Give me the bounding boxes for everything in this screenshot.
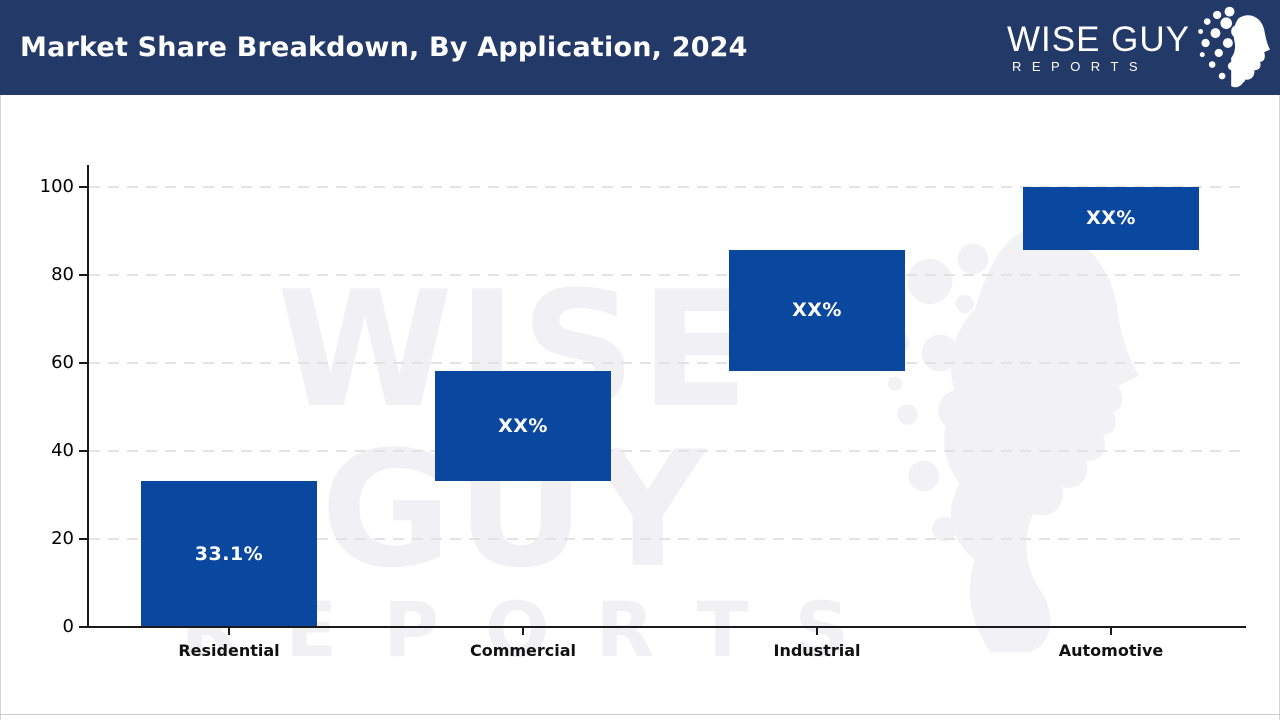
x-axis-label: Automotive: [1058, 641, 1164, 660]
bar-value-label: 33.1%: [194, 543, 264, 566]
bar-value-label: XX%: [792, 299, 842, 322]
x-axis-label: Residential: [178, 641, 280, 660]
y-tick-label: 100: [39, 176, 74, 197]
brand-logo-text: WISE GUY REPORTS: [1007, 22, 1190, 73]
y-tick-mark: [79, 538, 87, 540]
bar-value-label: XX%: [1086, 207, 1136, 230]
y-tick-mark: [79, 626, 87, 628]
x-axis-label: Commercial: [469, 641, 577, 660]
gridline: [89, 186, 1246, 188]
x-axis-label: Industrial: [773, 641, 861, 660]
y-tick-label: 20: [51, 528, 74, 549]
brand-logo: WISE GUY REPORTS: [1007, 0, 1270, 95]
y-tick-label: 80: [51, 264, 74, 285]
y-tick-mark: [79, 274, 87, 276]
y-tick-label: 40: [51, 440, 74, 461]
gridline: [89, 538, 1246, 540]
wiseguy-head-icon: [1198, 6, 1270, 87]
x-axis-line: [87, 626, 1246, 628]
y-tick-mark: [79, 186, 87, 188]
y-tick-label: 0: [62, 616, 74, 637]
x-tick-mark: [522, 628, 524, 635]
gridline: [89, 450, 1246, 452]
y-axis-line: [87, 165, 89, 628]
gridline: [89, 274, 1246, 276]
page-title: Market Share Breakdown, By Application, …: [20, 32, 748, 63]
x-tick-mark: [228, 628, 230, 635]
bar-residential: 33.1%: [141, 481, 317, 627]
footer-divider: [0, 714, 1280, 715]
gridline: [89, 362, 1246, 364]
x-tick-mark: [816, 628, 818, 635]
brand-name: WISE GUY: [1006, 20, 1190, 59]
y-tick-mark: [79, 450, 87, 452]
x-tick-mark: [1110, 628, 1112, 635]
watermark-head-icon: [884, 230, 1139, 652]
bar-commercial: XX%: [435, 370, 611, 482]
bar-value-label: XX%: [498, 415, 548, 438]
bar-industrial: XX%: [729, 249, 905, 371]
y-tick-label: 60: [51, 352, 74, 373]
y-tick-mark: [79, 362, 87, 364]
brand-subname: REPORTS: [1011, 59, 1149, 74]
bar-automotive: XX%: [1023, 187, 1199, 250]
header-bar: Market Share Breakdown, By Application, …: [0, 0, 1280, 95]
